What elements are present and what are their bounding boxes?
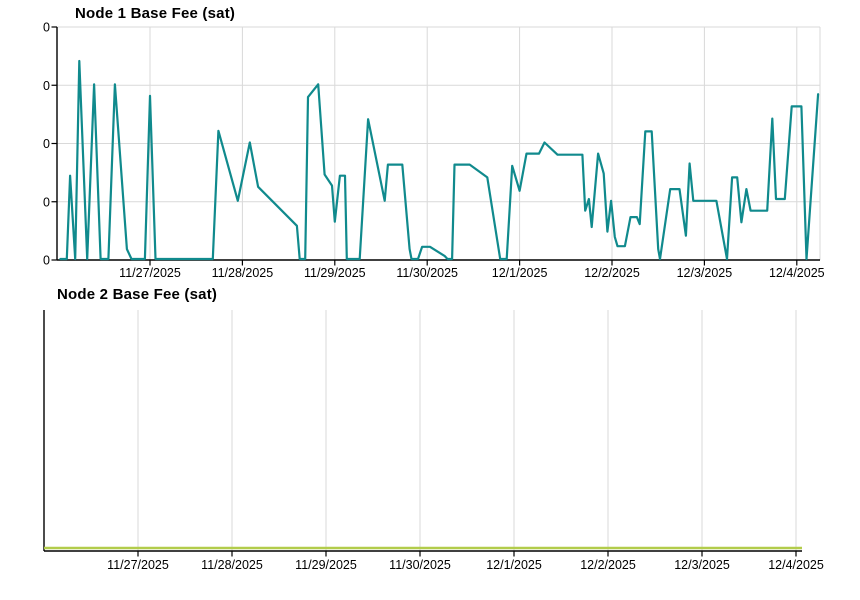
node1-chart-title: Node 1 Base Fee (sat) xyxy=(75,5,236,22)
x-tick-label: 12/1/2025 xyxy=(492,266,548,280)
x-tick-label: 11/30/2025 xyxy=(396,266,458,280)
node2-chart-title: Node 2 Base Fee (sat) xyxy=(57,286,218,303)
y-tick-label: 0 xyxy=(43,79,50,93)
y-tick-label: 0 xyxy=(43,21,50,35)
x-tick-label: 11/29/2025 xyxy=(295,558,357,572)
x-tick-label: 11/28/2025 xyxy=(201,558,263,572)
node1-chart-plot: 0 0 0 0 0 11/27/2025 11/28/2025 11/29/2025 11/30… xyxy=(43,21,825,281)
x-tick-label: 11/27/2025 xyxy=(107,558,169,572)
x-tick-label: 11/30/2025 xyxy=(389,558,451,572)
y-tick-label: 0 xyxy=(43,195,50,209)
x-tick-label: 12/2/2025 xyxy=(580,558,636,572)
node2-chart-plot: 11/27/2025 11/28/2025 11/29/2025 11/30/2025… xyxy=(43,310,824,572)
y-tick-label: 0 xyxy=(43,137,50,151)
y-tick-label: 0 xyxy=(43,254,50,268)
x-tick-label: 12/3/2025 xyxy=(677,266,733,280)
x-tick-label: 11/27/2025 xyxy=(119,266,181,280)
x-tick-label: 12/1/2025 xyxy=(486,558,542,572)
x-tick-label: 12/4/2025 xyxy=(769,266,825,280)
x-tick-label: 11/28/2025 xyxy=(212,266,274,280)
x-tick-label: 12/2/2025 xyxy=(584,266,640,280)
x-tick-label: 12/4/2025 xyxy=(768,558,824,572)
x-tick-label: 11/29/2025 xyxy=(304,266,366,280)
x-tick-label: 12/3/2025 xyxy=(674,558,730,572)
series-line-node1 xyxy=(59,59,820,261)
